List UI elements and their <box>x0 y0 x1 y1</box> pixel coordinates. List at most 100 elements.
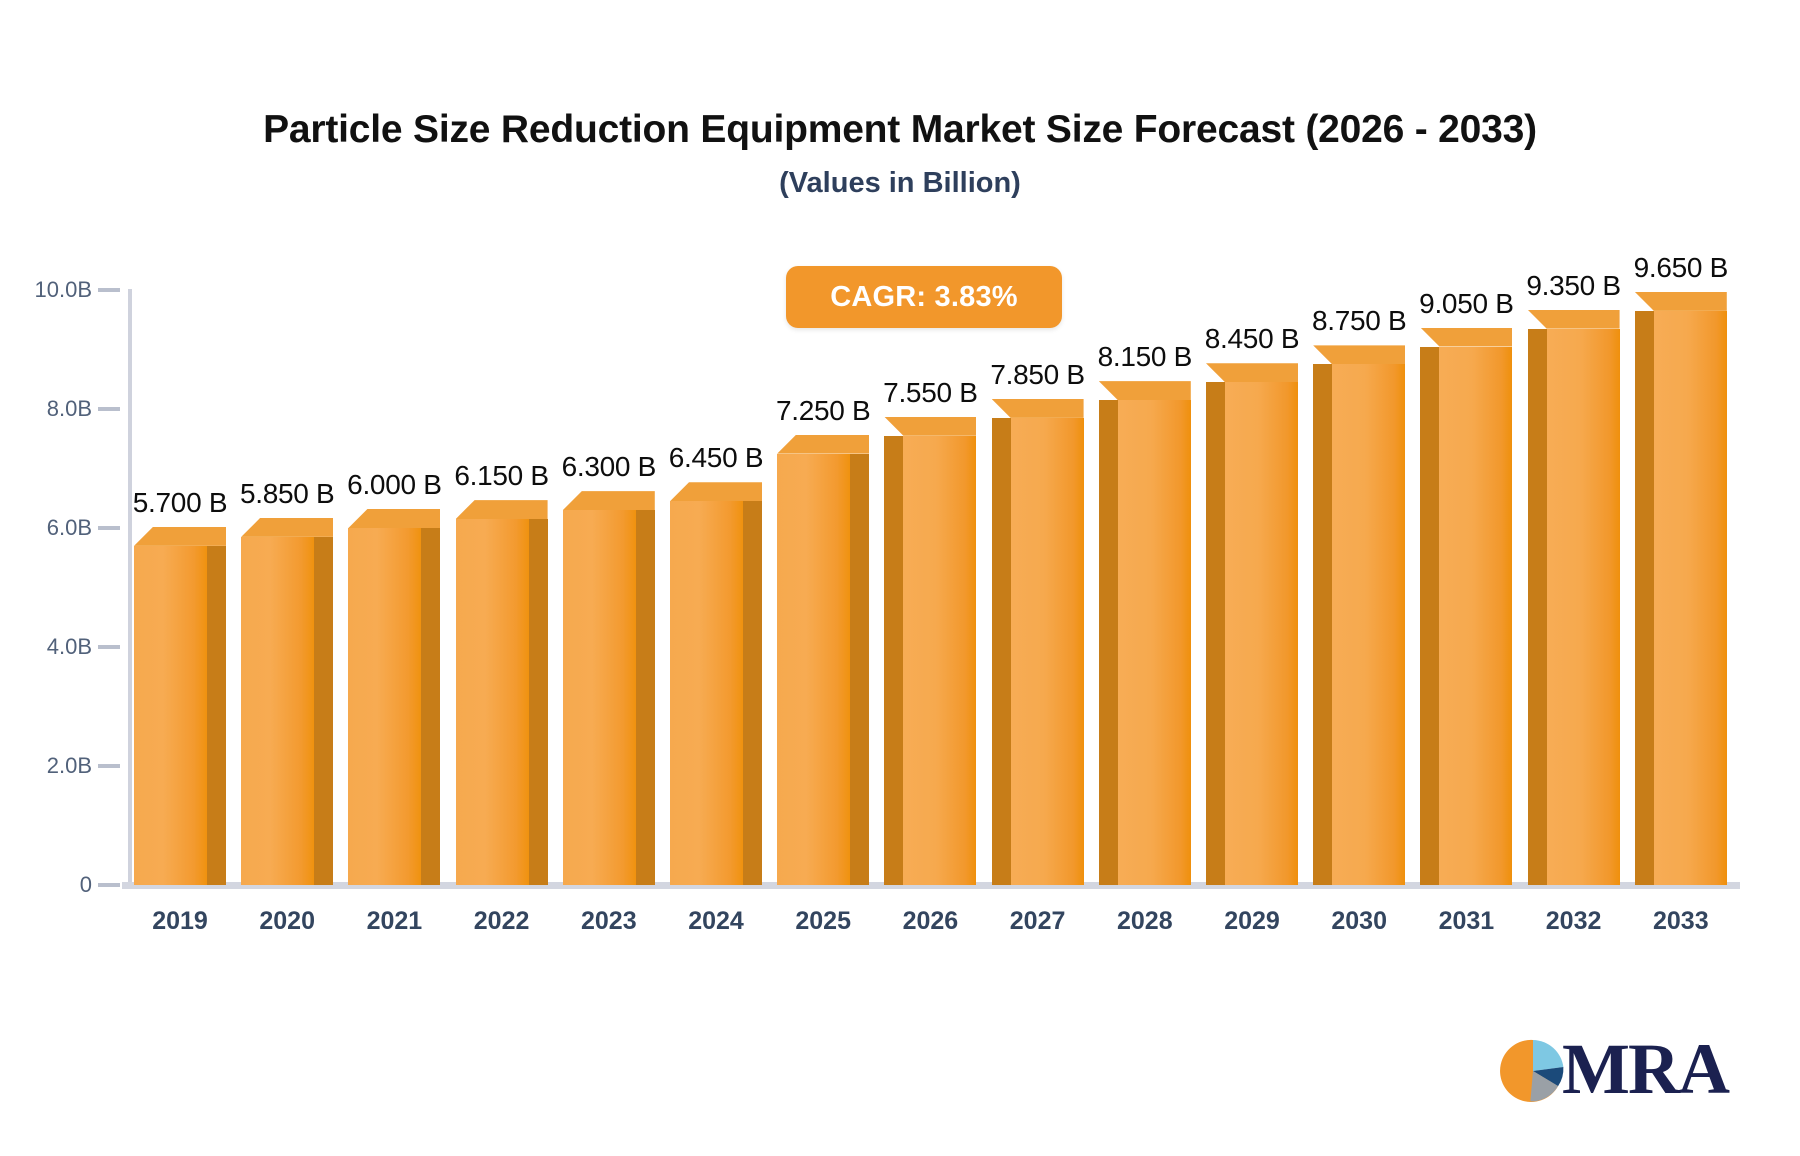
bar-value-label: 5.700 B <box>132 486 228 518</box>
bar-front-face <box>1546 328 1620 885</box>
bar-value-label: 8.150 B <box>1097 341 1193 373</box>
bar-value-label: 5.850 B <box>239 477 335 509</box>
bar-top-face <box>1313 345 1406 365</box>
x-axis-tick-label: 2023 <box>580 907 637 935</box>
cagr-badge: CAGR: 3.83% <box>786 266 1062 328</box>
bar-front-face <box>1332 364 1406 885</box>
bar-2022[interactable] <box>455 500 548 885</box>
x-axis-tick-label: 2031 <box>1438 907 1495 935</box>
bar-front-face <box>1439 346 1513 885</box>
bar-top-face <box>884 416 977 436</box>
x-axis-line <box>122 882 1740 889</box>
bar-side-face <box>743 501 762 885</box>
bar-side-face <box>1313 364 1333 885</box>
bar-2030[interactable] <box>1313 345 1406 885</box>
y-axis-tick-label: 10.0B <box>34 277 93 302</box>
bar-front-face <box>562 510 636 885</box>
bar-side-face <box>1634 310 1654 885</box>
bar-top-face <box>991 398 1084 418</box>
bar-value-label: 7.250 B <box>775 394 871 426</box>
y-axis-tick-label: 2.0B <box>46 753 92 778</box>
bar-side-face <box>1420 346 1440 885</box>
x-axis-tick-label: 2024 <box>688 907 744 935</box>
bar-side-face <box>635 510 655 885</box>
bar-2028[interactable] <box>1098 381 1191 885</box>
bar-2029[interactable] <box>1206 363 1298 885</box>
bar-side-face <box>207 545 226 885</box>
bar-front-face <box>241 536 315 885</box>
bar-value-label: 8.450 B <box>1204 323 1300 355</box>
bar-value-label: 6.300 B <box>561 451 657 483</box>
y-axis-tick-mark <box>98 288 120 292</box>
bar-top-face <box>455 500 548 520</box>
bar-2032[interactable] <box>1527 309 1620 885</box>
bar-front-face <box>455 519 529 885</box>
bar-value-label: 9.350 B <box>1526 269 1621 301</box>
bar-value-label: 6.000 B <box>347 469 442 500</box>
bar-front-face <box>134 545 207 885</box>
brand-logo: MRA <box>1500 1029 1730 1118</box>
bar-front-face <box>903 435 977 885</box>
bar-front-face <box>1225 382 1298 885</box>
bar-top-face <box>1098 381 1191 401</box>
bar-side-face <box>991 417 1011 885</box>
bar-2021[interactable] <box>348 509 441 885</box>
x-axis-tick-label: 2032 <box>1545 907 1602 935</box>
x-axis-tick-label: 2021 <box>366 907 423 935</box>
bar-2026[interactable] <box>884 416 977 885</box>
y-axis-tick-label: 0 <box>79 872 92 897</box>
bar-top-face <box>1634 291 1727 311</box>
bar-2020[interactable] <box>241 517 334 885</box>
bar-top-face <box>348 509 441 528</box>
bar-side-face <box>314 536 334 885</box>
bar-top-face <box>241 517 334 537</box>
bar-side-face <box>1206 382 1225 885</box>
bar-side-face <box>884 435 904 885</box>
bar-front-face <box>348 528 422 885</box>
bar-value-label: 8.750 B <box>1311 305 1407 337</box>
bar-2024[interactable] <box>670 482 762 885</box>
bar-2033[interactable] <box>1634 291 1727 885</box>
bar-top-face <box>1206 363 1298 383</box>
bar-front-face <box>1653 310 1727 885</box>
y-axis-tick-mark <box>98 764 120 768</box>
x-axis-tick-label: 2019 <box>152 907 208 935</box>
bar-value-label: 9.650 B <box>1633 251 1729 283</box>
bar-top-face <box>1527 309 1620 329</box>
x-axis-tick-label: 2033 <box>1652 907 1709 935</box>
bar-2023[interactable] <box>562 491 655 885</box>
y-axis-tick-mark <box>98 407 120 411</box>
bar-side-face <box>528 519 548 885</box>
bar-value-label: 7.550 B <box>883 376 978 408</box>
bar-front-face <box>1010 417 1084 885</box>
x-axis-tick-label: 2020 <box>259 907 315 935</box>
bar-top-face <box>670 482 762 502</box>
bar-value-label: 6.150 B <box>454 460 549 492</box>
bar-side-face <box>421 528 441 885</box>
y-axis-tick-label: 4.0B <box>46 634 92 659</box>
y-axis-tick-mark <box>98 883 120 887</box>
bar-2025[interactable] <box>777 434 870 885</box>
bar-2027[interactable] <box>991 398 1084 885</box>
y-axis-line <box>128 289 132 884</box>
x-axis-tick-label: 2025 <box>795 907 851 935</box>
bar-front-face <box>1117 400 1191 885</box>
bar-2019[interactable] <box>134 526 226 885</box>
bar-side-face <box>1098 400 1118 885</box>
bar-value-label: 6.450 B <box>668 442 764 474</box>
pie-chart-icon <box>1500 1038 1566 1104</box>
bar-side-face <box>850 453 870 885</box>
x-axis-tick-label: 2030 <box>1331 907 1387 935</box>
bar-front-face <box>670 501 743 885</box>
x-axis-tick-label: 2027 <box>1009 907 1066 935</box>
x-axis-tick-label: 2026 <box>902 907 959 935</box>
bar-top-face <box>562 491 655 511</box>
bar-top-face <box>134 526 226 546</box>
bar-front-face <box>777 453 851 885</box>
bar-value-label: 7.850 B <box>990 358 1085 390</box>
x-axis-tick-label: 2029 <box>1224 907 1280 935</box>
page-title: Particle Size Reduction Equipment Market… <box>263 108 1537 151</box>
bar-2031[interactable] <box>1420 327 1513 885</box>
bar-value-label: 9.050 B <box>1419 287 1514 319</box>
